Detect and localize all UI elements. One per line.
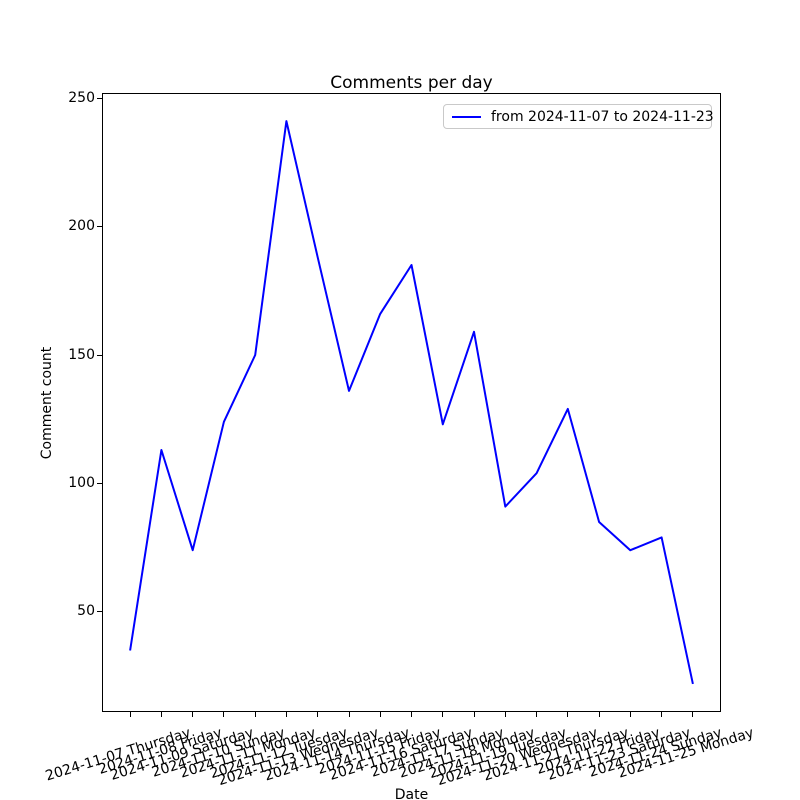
x-tick [254,712,256,717]
y-tick-label: 100 [68,474,95,491]
x-tick [317,712,319,717]
x-tick [348,712,350,717]
y-tick-label: 150 [68,346,95,363]
x-tick [598,712,600,717]
y-tick-label: 50 [77,603,95,620]
x-tick [692,712,694,717]
legend-label: from 2024-11-07 to 2024-11-23 [491,108,714,125]
y-tick [97,226,102,227]
x-tick [379,712,381,717]
x-tick [661,712,663,717]
comment-count-line [129,120,694,685]
x-tick [504,712,506,717]
y-tick [97,97,102,99]
plot-area [102,93,721,712]
x-tick [411,712,412,717]
legend: from 2024-11-07 to 2024-11-23 [443,104,714,129]
x-tick [567,712,569,717]
y-tick [97,611,102,613]
y-tick-label: 250 [68,89,95,106]
y-tick-label: 200 [68,218,95,234]
x-tick [442,712,444,717]
x-tick [192,712,194,717]
legend-line-sample-icon [452,115,481,118]
x-axis-label: Date [394,787,429,800]
x-tick [473,712,475,717]
x-tick [536,712,538,717]
y-tick [97,482,102,484]
x-tick [629,712,631,717]
x-tick [285,712,287,717]
x-tick [160,712,162,717]
x-tick [129,712,131,717]
y-tick [97,354,102,356]
chart-title: Comments per day [330,73,493,93]
x-tick [223,712,225,717]
